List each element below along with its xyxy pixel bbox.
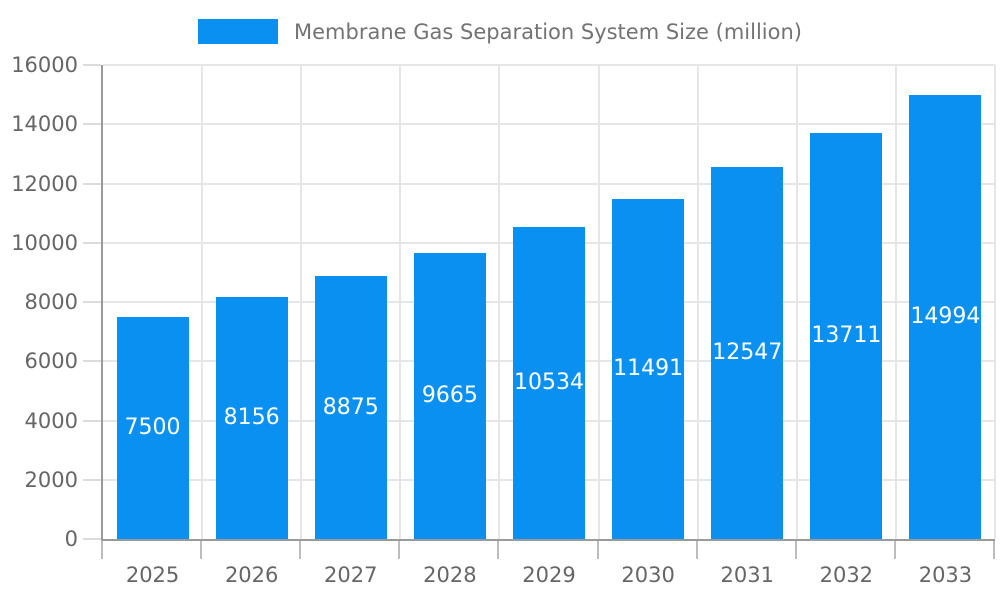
bar-value-label: 13711 (811, 322, 882, 348)
y-tick-label: 16000 (11, 53, 78, 77)
v-gridline (300, 65, 303, 539)
x-tick-label: 2032 (819, 563, 874, 587)
legend-swatch (198, 19, 279, 44)
v-gridline (399, 65, 402, 539)
y-tick-label: 8000 (24, 290, 78, 314)
v-gridline (696, 65, 699, 539)
x-tick-label: 2033 (918, 563, 973, 587)
bar-value-label: 8875 (322, 394, 379, 420)
y-axis-tick (83, 64, 101, 66)
bar-value-label: 10534 (514, 369, 584, 395)
legend-item[interactable]: Membrane Gas Separation System Size (mil… (0, 15, 1000, 48)
y-tick-label: 4000 (24, 408, 78, 433)
bar-value-label: 7500 (124, 414, 181, 440)
v-gridline (994, 65, 996, 539)
bar-2025: 7500 (116, 316, 189, 539)
v-gridline (795, 65, 798, 539)
bar-2031: 12547 (711, 167, 784, 539)
x-tick-label: 2029 (522, 563, 576, 587)
v-gridline (201, 65, 204, 539)
bar-2026: 8156 (215, 297, 288, 539)
x-axis-tick (497, 541, 500, 559)
y-axis-tick (83, 360, 101, 363)
x-tick-label: 2031 (720, 563, 774, 587)
y-tick-label: 10000 (11, 230, 78, 255)
x-tick-label: 2025 (125, 563, 180, 587)
x-axis-tick (299, 541, 302, 559)
h-gridline (103, 182, 995, 185)
x-axis-tick (101, 541, 103, 559)
x-tick-label: 2028 (423, 563, 477, 587)
y-axis-tick (83, 538, 101, 540)
y-tick-label: 2000 (24, 467, 78, 492)
y-axis-tick (83, 241, 101, 244)
bar-value-label: 8156 (223, 405, 280, 431)
x-axis-tick (695, 541, 698, 559)
x-axis-tick (993, 541, 995, 559)
bar-2027: 8875 (314, 276, 387, 539)
y-axis-tick (83, 301, 101, 303)
bar-value-label: 9665 (421, 382, 478, 408)
y-tick-label: 6000 (24, 349, 78, 374)
x-axis-tick (200, 541, 203, 559)
y-axis-tick (83, 478, 101, 481)
plot-area: 7500 8156 8875 9665 10534 11491 12547 13711 1499… (101, 64, 996, 541)
y-tick-label: 12000 (11, 171, 78, 196)
y-axis-tick (83, 419, 101, 422)
bar-2029: 10534 (513, 226, 585, 539)
bar-value-label: 12547 (712, 340, 783, 366)
y-axis-tick (83, 182, 101, 185)
bar-2030: 11491 (612, 198, 685, 539)
bar-value-label: 14994 (910, 303, 981, 329)
x-axis-tick (596, 541, 599, 559)
x-axis-tick (398, 541, 401, 559)
v-gridline (498, 65, 501, 539)
x-tick-label: 2026 (224, 563, 279, 587)
legend-label: Membrane Gas Separation System Size (mil… (294, 19, 802, 44)
y-axis-tick (83, 123, 101, 126)
v-gridline (894, 65, 897, 539)
y-tick-label: 14000 (11, 112, 78, 137)
x-tick-label: 2030 (621, 563, 675, 587)
x-axis-tick (794, 541, 797, 559)
x-axis-tick (893, 541, 896, 559)
x-tick-label: 2027 (324, 563, 378, 587)
h-gridline (103, 123, 995, 126)
bar-2032: 13711 (810, 132, 883, 539)
bar-2033: 14994 (909, 94, 982, 539)
bar-value-label: 11491 (613, 355, 684, 381)
y-tick-label: 0 (64, 527, 78, 551)
h-gridline (103, 64, 995, 66)
v-gridline (597, 65, 600, 539)
bar-2028: 9665 (413, 252, 486, 539)
